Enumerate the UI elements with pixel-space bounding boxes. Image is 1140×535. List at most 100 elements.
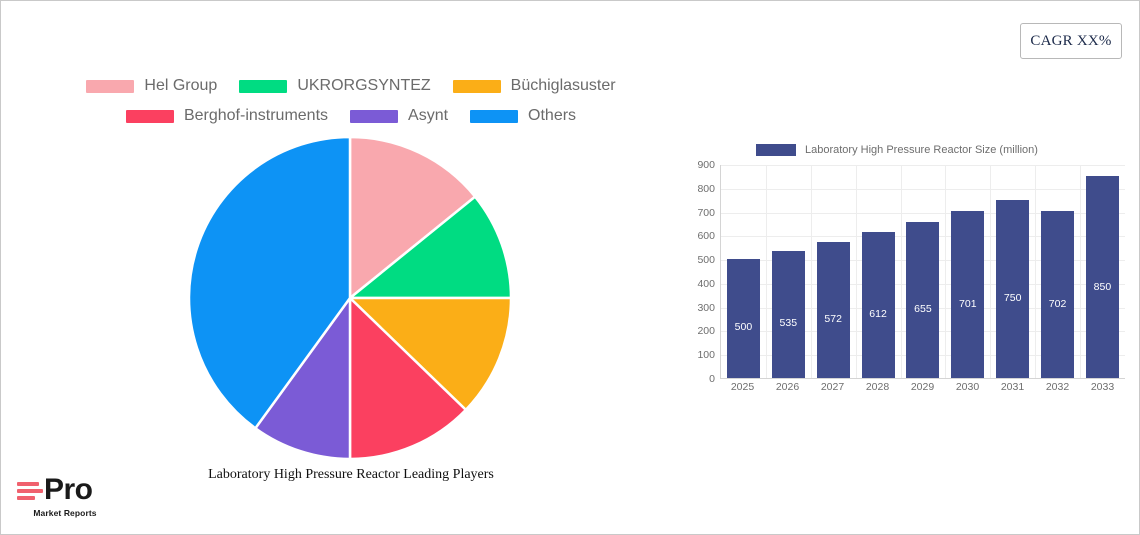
bar-column: 612 [856, 165, 901, 378]
bar-column: 572 [811, 165, 856, 378]
x-axis-tick-label: 2030 [955, 381, 980, 393]
legend-item-hel-group: Hel Group [86, 77, 217, 95]
y-axis-tick-label: 700 [697, 206, 715, 219]
vertical-gridline [765, 165, 767, 378]
vertical-gridline [990, 165, 992, 378]
bar-value-label: 701 [959, 297, 977, 310]
logo-tagline: Market Reports [33, 508, 97, 518]
x-axis-tick-label: 2029 [910, 381, 935, 393]
legend-label: Büchiglasuster [510, 77, 616, 94]
y-axis-tick-label: 500 [697, 254, 715, 267]
legend-swatch-icon [239, 79, 288, 93]
plot-area: 500 535 572 612 655 701 750 702 850 [720, 165, 1125, 379]
pie-legend-row: Hel Group UKRORGSYNTEZ Büchiglasuster [41, 71, 661, 101]
pie-slice [253, 294, 352, 460]
y-axis-tick-label: 900 [697, 159, 715, 171]
legend-item-others: Others [470, 107, 576, 125]
bar-value-label: 702 [1048, 297, 1067, 310]
bar-series: 500 535 572 612 655 701 750 702 850 [721, 165, 1125, 378]
legend-label: Asynt [408, 107, 449, 124]
legend-swatch-icon [470, 109, 519, 123]
bar-column: 535 [766, 165, 811, 378]
bar-column: 750 [990, 165, 1035, 378]
bar: 572 [816, 242, 850, 378]
y-axis-tick-label: 200 [697, 325, 715, 338]
x-axis: 2025 2026 2027 2028 2029 2030 2031 2032 2033 [720, 381, 1125, 393]
pie-slice [346, 296, 512, 412]
brand-logo: Pro Market Reports [17, 473, 113, 523]
x-axis-tick-label: 2032 [1045, 381, 1070, 393]
legend-swatch-icon [350, 109, 399, 123]
x-axis-tick-label: 2026 [775, 381, 800, 393]
bar-value-label: 655 [914, 303, 932, 316]
bar: 750 [996, 199, 1030, 378]
pie-legend: Hel Group UKRORGSYNTEZ Büchiglasuster Be… [41, 71, 661, 131]
y-axis-tick-label: 600 [697, 230, 715, 243]
gridline [721, 188, 1125, 190]
cagr-badge: CAGR XX% [1020, 23, 1122, 59]
bar: 701 [951, 211, 985, 378]
legend-swatch-icon [452, 79, 501, 93]
logo-bar [17, 482, 39, 486]
legend-item-asynt: Asynt [350, 107, 448, 125]
logo-mark: Pro [17, 473, 113, 507]
gridline [721, 165, 1125, 166]
bar-value-label: 535 [779, 316, 798, 329]
bar: 655 [906, 222, 940, 378]
y-axis: 0 100 200 300 400 500 600 700 800 900 [683, 159, 715, 385]
bar-column: 850 [1080, 165, 1125, 378]
x-axis-tick-label: 2028 [865, 381, 890, 393]
vertical-gridline [900, 165, 902, 378]
x-axis-tick-label: 2033 [1090, 381, 1115, 393]
bar-chart-plot: 0 100 200 300 400 500 600 700 800 900 500 535 572 61… [683, 159, 1129, 409]
vertical-gridline [810, 165, 812, 378]
logo-bars-icon [17, 480, 43, 500]
y-axis-tick-label: 800 [697, 182, 715, 195]
y-axis-tick-label: 100 [697, 349, 715, 362]
x-axis-tick-label: 2025 [730, 381, 755, 393]
y-axis-tick-label: 400 [697, 277, 715, 290]
legend-label: Others [528, 107, 577, 124]
bar-column: 702 [1035, 165, 1080, 378]
y-axis-tick-label: 0 [709, 373, 715, 385]
bar: 612 [861, 232, 895, 378]
vertical-gridline [855, 165, 857, 378]
bar-value-label: 750 [1003, 292, 1022, 305]
x-axis-tick-label: 2027 [820, 381, 845, 393]
pie-legend-row: Berghof-instruments Asynt Others [41, 101, 661, 131]
bar-column: 655 [901, 165, 946, 378]
pie-chart [188, 136, 512, 460]
pie-slices [188, 136, 512, 460]
gridline [721, 212, 1125, 214]
logo-bar [17, 496, 35, 500]
vertical-gridline [945, 165, 947, 378]
x-axis-tick-label: 2031 [1000, 381, 1025, 393]
bar-value-label: 850 [1093, 280, 1112, 293]
legend-swatch-icon [86, 79, 135, 93]
bar-chart: Laboratory High Pressure Reactor Size (m… [683, 144, 1129, 409]
cagr-badge-label: CAGR XX% [1030, 32, 1112, 49]
bar-chart-legend: Laboratory High Pressure Reactor Size (m… [756, 144, 1038, 156]
pie-slice [346, 194, 512, 300]
bar-value-label: 572 [824, 312, 842, 325]
pie-chart-svg [188, 136, 512, 460]
legend-swatch-icon [125, 109, 174, 123]
bar-column: 701 [945, 165, 990, 378]
bar-column: 500 [721, 165, 766, 378]
pie-slice [348, 136, 477, 301]
pie-slice [188, 136, 352, 430]
legend-label: Laboratory High Pressure Reactor Size (m… [805, 144, 1038, 156]
vertical-gridline [1080, 165, 1082, 378]
legend-label: Hel Group [144, 77, 218, 94]
pie-chart-title: Laboratory High Pressure Reactor Leading… [208, 467, 494, 482]
bar: 850 [1085, 175, 1119, 378]
legend-swatch-icon [756, 144, 796, 156]
legend-item-berghof-instruments: Berghof-instruments [125, 107, 328, 125]
y-axis-tick-label: 300 [697, 301, 715, 314]
bar-value-label: 500 [734, 320, 753, 333]
legend-label: UKRORGSYNTEZ [297, 77, 431, 94]
bar: 702 [1041, 211, 1075, 378]
bar: 535 [771, 250, 805, 378]
legend-item-buchiglasuster: Büchiglasuster [452, 77, 616, 95]
